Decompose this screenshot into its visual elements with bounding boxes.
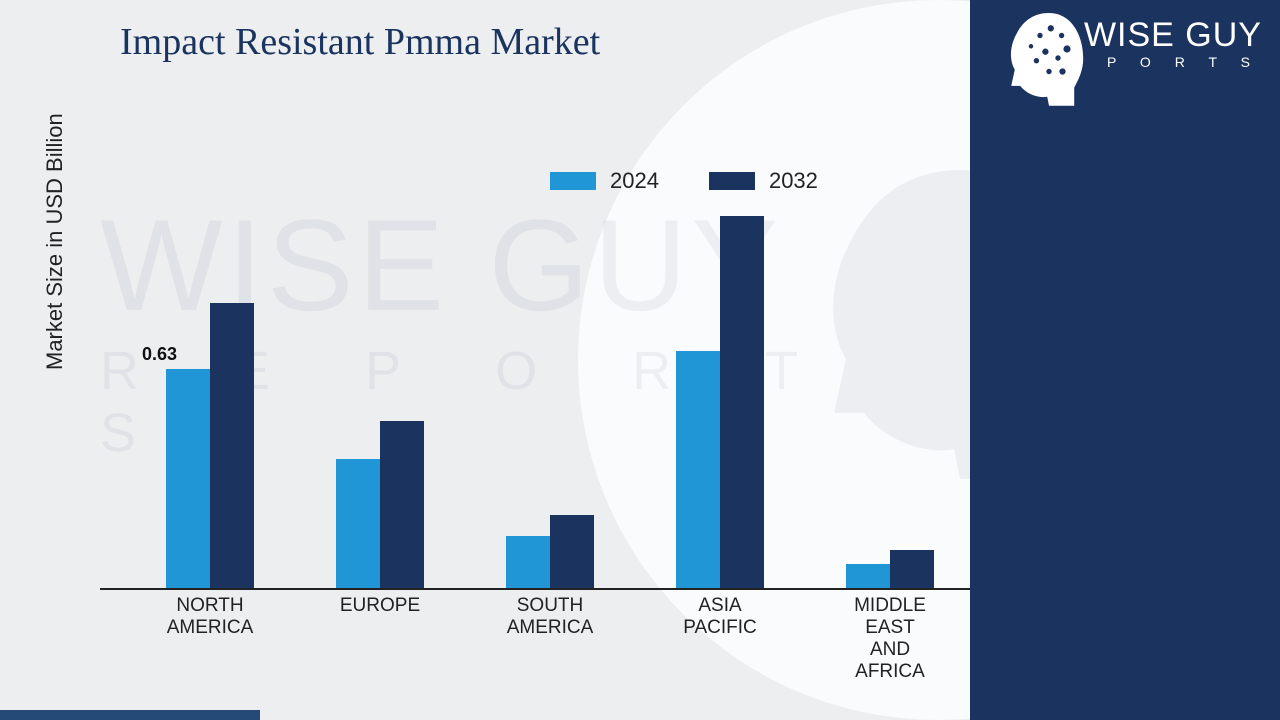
category-label: NORTHAMERICA [140, 595, 280, 639]
bar [210, 303, 254, 588]
category-label: SOUTHAMERICA [480, 595, 620, 639]
category-label: MIDDLEEASTANDAFRICA [820, 595, 960, 682]
y-axis-label: Market Size in USD Billion [42, 113, 68, 370]
bottom-accent [0, 710, 260, 720]
brand-logo: WISE GUY R E P O R T S [1040, 18, 1262, 70]
chart-title: Impact Resistant Pmma Market [120, 20, 600, 64]
bar-group [650, 216, 790, 588]
right-band [970, 0, 1280, 720]
bar [720, 216, 764, 588]
bar [676, 351, 720, 588]
category-label: EUROPE [310, 595, 450, 617]
legend-swatch-2024 [550, 172, 596, 190]
legend-swatch-2032 [709, 172, 755, 190]
chart-area: 0.63 NORTHAMERICAEUROPESOUTHAMERICAASIAP… [100, 190, 970, 590]
plot: 0.63 [100, 190, 970, 590]
bar [380, 421, 424, 588]
logo-main-text: WISE GUY [1040, 18, 1262, 52]
chart-canvas: WISE GUY R E P O R T S Impact Resistant … [0, 0, 1280, 720]
logo-sub-text: R E P O R T S [1040, 54, 1260, 70]
bar [550, 515, 594, 588]
bar [336, 459, 380, 588]
category-label: ASIAPACIFIC [650, 595, 790, 639]
bar [506, 536, 550, 588]
bar [166, 369, 210, 588]
bar [846, 564, 890, 588]
bar-group [820, 550, 960, 588]
bar-group [310, 421, 450, 588]
bar [890, 550, 934, 588]
value-label: 0.63 [142, 344, 177, 365]
bar-group [480, 515, 620, 588]
